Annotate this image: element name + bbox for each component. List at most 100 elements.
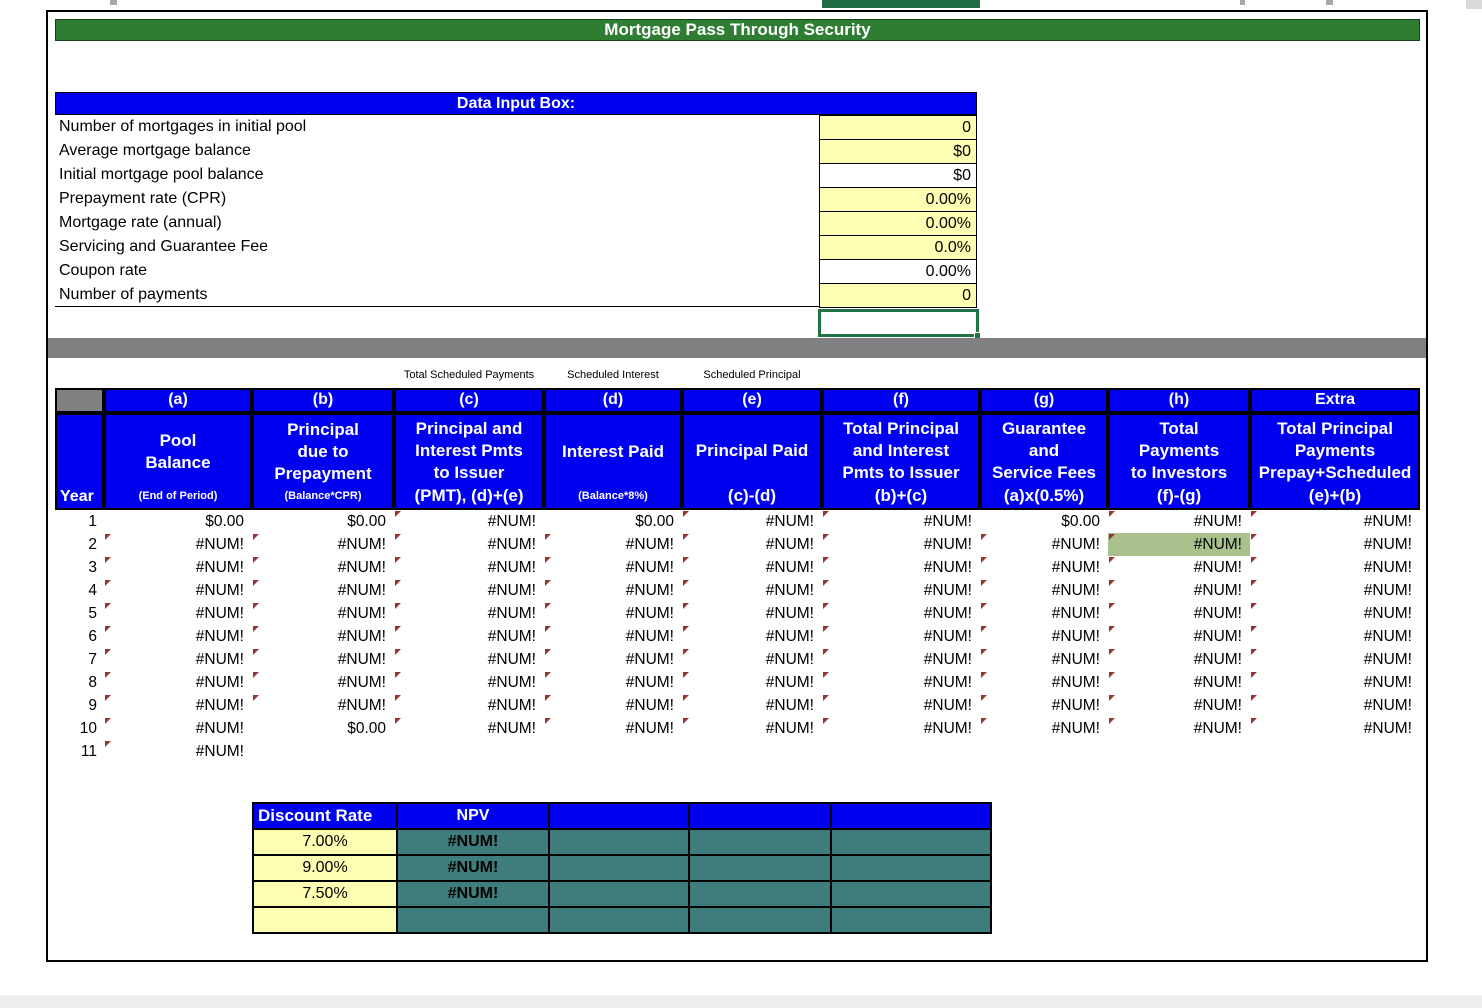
input-value-cell[interactable]: $0 [819, 139, 977, 164]
data-cell-c-y9[interactable]: #NUM! [394, 694, 544, 717]
data-cell-g-y7[interactable]: #NUM! [980, 648, 1108, 671]
npv-blank-cell[interactable] [550, 856, 688, 880]
data-cell-h-y11[interactable] [1108, 740, 1250, 763]
data-cell-g-y4[interactable]: #NUM! [980, 579, 1108, 602]
data-cell-f-y10[interactable]: #NUM! [822, 717, 980, 740]
data-cell-extra-y3[interactable]: #NUM! [1250, 556, 1420, 579]
data-cell-d-y8[interactable]: #NUM! [544, 671, 682, 694]
data-cell-g-y6[interactable]: #NUM! [980, 625, 1108, 648]
data-cell-h-y5[interactable]: #NUM! [1108, 602, 1250, 625]
npv-blank-cell[interactable] [550, 908, 688, 932]
data-cell-f-y11[interactable] [822, 740, 980, 763]
data-cell-b-y11[interactable] [252, 740, 394, 763]
data-cell-d-y3[interactable]: #NUM! [544, 556, 682, 579]
data-cell-d-y11[interactable] [544, 740, 682, 763]
discount-rate-cell[interactable] [254, 908, 396, 932]
input-value-cell[interactable]: 0.00% [819, 187, 977, 212]
data-cell-extra-y7[interactable]: #NUM! [1250, 648, 1420, 671]
data-cell-d-y7[interactable]: #NUM! [544, 648, 682, 671]
npv-blank-cell[interactable] [832, 856, 990, 880]
data-cell-f-y2[interactable]: #NUM! [822, 533, 980, 556]
data-cell-g-y8[interactable]: #NUM! [980, 671, 1108, 694]
data-cell-a-y2[interactable]: #NUM! [104, 533, 252, 556]
data-cell-b-y5[interactable]: #NUM! [252, 602, 394, 625]
data-cell-c-y6[interactable]: #NUM! [394, 625, 544, 648]
data-cell-f-y3[interactable]: #NUM! [822, 556, 980, 579]
npv-blank-cell[interactable] [550, 882, 688, 906]
data-cell-h-y9[interactable]: #NUM! [1108, 694, 1250, 717]
data-cell-a-y10[interactable]: #NUM! [104, 717, 252, 740]
data-cell-g-y11[interactable] [980, 740, 1108, 763]
npv-blank-cell[interactable] [690, 908, 830, 932]
data-cell-d-y10[interactable]: #NUM! [544, 717, 682, 740]
input-value-cell[interactable]: 0 [819, 283, 977, 308]
data-cell-d-y2[interactable]: #NUM! [544, 533, 682, 556]
data-cell-extra-y2[interactable]: #NUM! [1250, 533, 1420, 556]
data-cell-extra-y9[interactable]: #NUM! [1250, 694, 1420, 717]
npv-blank-cell[interactable] [550, 830, 688, 854]
data-cell-f-y9[interactable]: #NUM! [822, 694, 980, 717]
data-cell-e-y8[interactable]: #NUM! [682, 671, 822, 694]
data-cell-f-y5[interactable]: #NUM! [822, 602, 980, 625]
data-cell-a-y9[interactable]: #NUM! [104, 694, 252, 717]
data-cell-g-y5[interactable]: #NUM! [980, 602, 1108, 625]
data-cell-h-y3[interactable]: #NUM! [1108, 556, 1250, 579]
data-cell-b-y6[interactable]: #NUM! [252, 625, 394, 648]
discount-rate-cell[interactable]: 7.50% [254, 882, 396, 906]
data-cell-g-y10[interactable]: #NUM! [980, 717, 1108, 740]
data-cell-b-y8[interactable]: #NUM! [252, 671, 394, 694]
data-cell-e-y5[interactable]: #NUM! [682, 602, 822, 625]
data-cell-d-y5[interactable]: #NUM! [544, 602, 682, 625]
data-cell-c-y1[interactable]: #NUM! [394, 510, 544, 533]
data-cell-extra-y8[interactable]: #NUM! [1250, 671, 1420, 694]
data-cell-e-y2[interactable]: #NUM! [682, 533, 822, 556]
data-cell-h-y6[interactable]: #NUM! [1108, 625, 1250, 648]
input-value-cell[interactable]: 0.00% [819, 211, 977, 236]
data-cell-c-y11[interactable] [394, 740, 544, 763]
npv-value-cell[interactable]: #NUM! [398, 882, 548, 906]
data-cell-a-y3[interactable]: #NUM! [104, 556, 252, 579]
data-cell-b-y10[interactable]: $0.00 [347, 720, 386, 737]
data-cell-b-y1[interactable]: $0.00 [347, 513, 386, 530]
data-cell-a-y8[interactable]: #NUM! [104, 671, 252, 694]
data-cell-e-y9[interactable]: #NUM! [682, 694, 822, 717]
data-cell-a-y11[interactable]: #NUM! [104, 740, 252, 763]
data-cell-h-y8[interactable]: #NUM! [1108, 671, 1250, 694]
data-cell-h-y1[interactable]: #NUM! [1108, 510, 1250, 533]
npv-blank-cell[interactable] [690, 882, 830, 906]
npv-blank-cell[interactable] [690, 830, 830, 854]
data-cell-b-y4[interactable]: #NUM! [252, 579, 394, 602]
data-cell-e-y3[interactable]: #NUM! [682, 556, 822, 579]
data-cell-e-y1[interactable]: #NUM! [682, 510, 822, 533]
data-cell-c-y5[interactable]: #NUM! [394, 602, 544, 625]
npv-blank-cell[interactable] [832, 908, 990, 932]
discount-rate-cell[interactable]: 7.00% [254, 830, 396, 854]
input-value-cell[interactable]: $0 [819, 163, 977, 188]
data-cell-extra-y1[interactable]: #NUM! [1250, 510, 1420, 533]
data-cell-f-y6[interactable]: #NUM! [822, 625, 980, 648]
top-partial-selected-cell[interactable] [822, 0, 980, 8]
data-cell-b-y2[interactable]: #NUM! [252, 533, 394, 556]
data-cell-b-y9[interactable]: #NUM! [252, 694, 394, 717]
npv-blank-cell[interactable] [832, 830, 990, 854]
data-cell-c-y2[interactable]: #NUM! [394, 533, 544, 556]
data-cell-d-y9[interactable]: #NUM! [544, 694, 682, 717]
data-cell-b-y7[interactable]: #NUM! [252, 648, 394, 671]
data-cell-g-y9[interactable]: #NUM! [980, 694, 1108, 717]
data-cell-f-y4[interactable]: #NUM! [822, 579, 980, 602]
data-cell-c-y7[interactable]: #NUM! [394, 648, 544, 671]
data-cell-g-y3[interactable]: #NUM! [980, 556, 1108, 579]
data-cell-h-y4[interactable]: #NUM! [1108, 579, 1250, 602]
data-cell-a-y6[interactable]: #NUM! [104, 625, 252, 648]
input-value-cell[interactable]: 0.0% [819, 235, 977, 260]
data-cell-c-y10[interactable]: #NUM! [394, 717, 544, 740]
data-cell-a-y1[interactable]: $0.00 [205, 513, 244, 530]
data-cell-c-y3[interactable]: #NUM! [394, 556, 544, 579]
data-cell-extra-y10[interactable]: #NUM! [1250, 717, 1420, 740]
npv-value-cell[interactable] [398, 908, 548, 932]
data-cell-extra-y5[interactable]: #NUM! [1250, 602, 1420, 625]
data-cell-c-y4[interactable]: #NUM! [394, 579, 544, 602]
data-cell-extra-y11[interactable] [1250, 740, 1420, 763]
data-cell-e-y4[interactable]: #NUM! [682, 579, 822, 602]
input-value-cell[interactable]: 0 [819, 115, 977, 140]
